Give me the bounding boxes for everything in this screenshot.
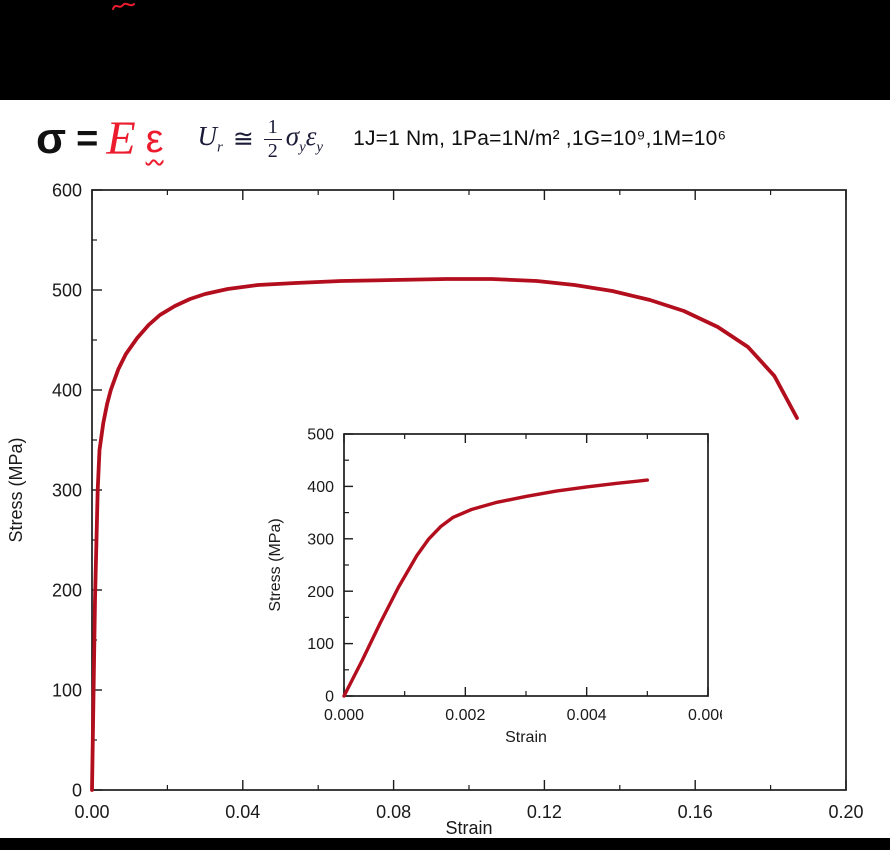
top-black-bar [0,0,890,100]
x-tick-label: 0.00 [74,802,109,822]
y-tick-label: 400 [307,479,334,496]
hooke-strain-symbol: ε [145,117,164,161]
y-tick-label: 0 [325,689,334,706]
x-axis-label: Strain [505,729,547,746]
y-tick-label: 300 [52,480,82,500]
x-tick-label: 0.004 [567,707,607,724]
stress-strain-curve [342,478,649,698]
hooke-stress-symbol: σ [36,114,67,163]
x-tick-label: 0.002 [445,707,485,724]
plot-frame [343,433,709,697]
y-tick-label: 600 [52,180,82,200]
inset-chart: 0.000 0.002 0.004 0.006 0 100 200 300 400 500 Stra… [262,420,728,750]
x-tick-label: 0.12 [527,802,562,822]
slide-content: σ = E ε Ur ≅ 1 2 σy εy 1J=1 Nm, 1Pa=1N/m²… [0,100,890,838]
x-tick-label: 0.08 [376,802,411,822]
y-tick-label: 100 [307,636,334,653]
yield-strain-symbol: εy [305,120,324,156]
y-tick-label: 200 [307,584,334,601]
y-tick-label: 400 [52,380,82,400]
x-axis-label: Strain [445,818,492,838]
resilience-u: Ur [197,120,223,156]
red-scribble-icon [112,2,135,10]
resilience-formula: Ur ≅ 1 2 σy εy [197,116,324,162]
one-half-fraction: 1 2 [263,116,282,162]
stress-strain-curve [90,277,799,792]
y-tick-label: 500 [52,280,82,300]
y-tick-label: 300 [307,531,334,548]
x-tick-label: 0.006 [688,707,722,724]
x-tick-label: 0.16 [678,802,713,822]
x-tick-label: 0.04 [225,802,260,822]
y-axis-label: Stress (MPa) [267,518,284,611]
y-tick-label: 0 [72,780,82,800]
y-tick-label: 200 [52,580,82,600]
stress-strain-chart: 0.00 0.04 0.08 0.12 0.16 0.20 0 100 200 300 400 500… [0,178,890,838]
hooke-modulus-symbol: E [106,112,136,165]
hooke-equals: = [76,118,99,160]
x-tick-label: 0.20 [828,802,863,822]
y-tick-label: 100 [52,680,82,700]
y-tick-label: 500 [307,427,334,444]
x-tick-label: 0.000 [324,707,364,724]
main-chart-svg: 0.00 0.04 0.08 0.12 0.16 0.20 0 100 200 300 400 500… [6,180,864,838]
inset-chart-svg: 0.000 0.002 0.004 0.006 0 100 200 300 400 500 Stra… [267,427,728,746]
bottom-black-bar [0,838,890,850]
formula-row: σ = E ε Ur ≅ 1 2 σy εy 1J=1 Nm, 1Pa=1N/m²… [0,100,890,178]
units-note: 1J=1 Nm, 1Pa=1N/m² ,1G=10⁹,1M=10⁶ [353,127,727,150]
y-axis-label: Stress (MPa) [6,437,26,542]
yield-stress-symbol: σy [285,120,306,156]
approx-equal-sign: ≅ [232,125,254,153]
